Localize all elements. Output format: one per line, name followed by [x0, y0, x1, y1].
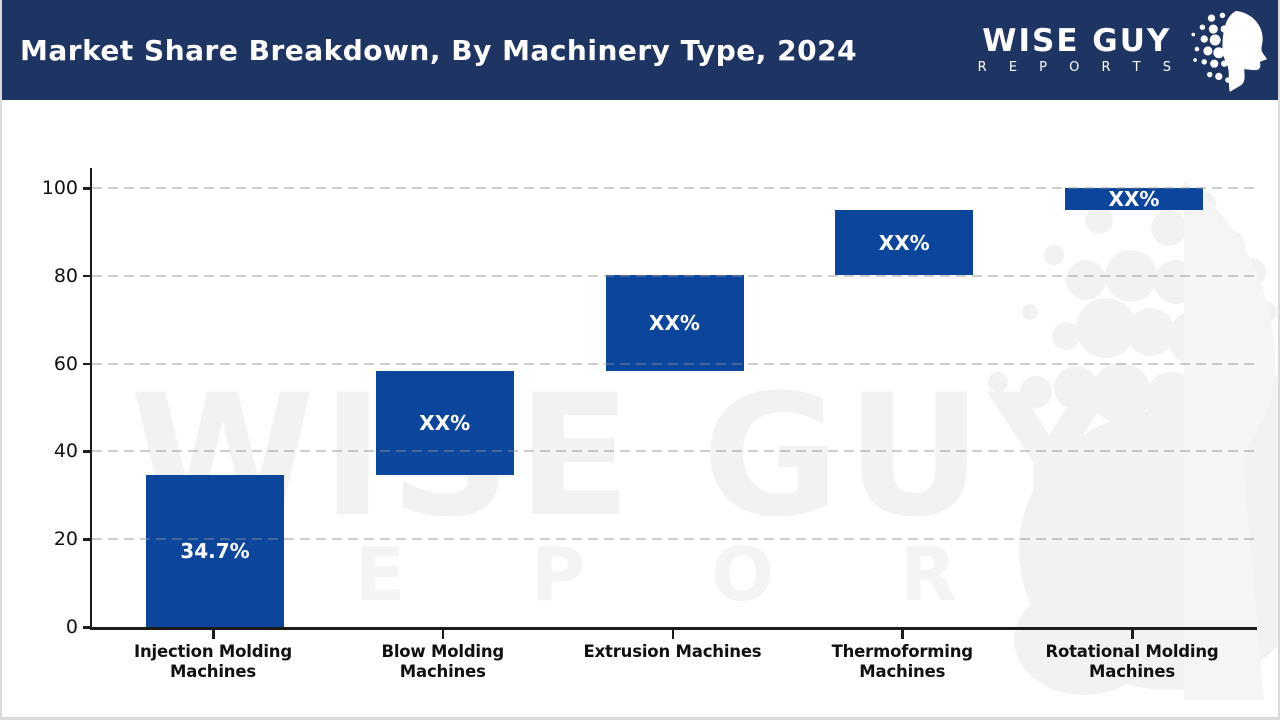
bar-segment: 34.7%	[146, 474, 284, 627]
x-category-label: Blow Molding Machines	[381, 642, 505, 681]
y-axis-tick	[83, 538, 91, 541]
x-category-label: Injection Molding Machines	[134, 642, 292, 681]
y-axis-tick	[83, 362, 91, 366]
gridline	[92, 450, 1257, 453]
gridline	[92, 187, 1257, 189]
wise-guy-reports-logo: WISE GUY R E P O R T S	[974, 6, 1278, 94]
x-axis-tick	[212, 630, 215, 639]
logo-wordmark: WISE GUY	[982, 23, 1172, 59]
watermark-wordmark: WISE GUY	[130, 358, 1117, 554]
y-axis-tick	[83, 187, 91, 190]
gridline	[92, 538, 1257, 541]
y-tick-label: 20	[53, 528, 78, 551]
bar-segment: XX%	[375, 370, 514, 475]
x-axis-tick	[1131, 630, 1134, 639]
bar-value-label: XX%	[878, 230, 930, 255]
x-axis-tick	[901, 630, 904, 639]
bar-value-label: 34.7%	[180, 538, 250, 563]
bar-segment: XX%	[1065, 188, 1203, 210]
y-tick-label: 40	[53, 440, 78, 463]
page-title: Market Share Breakdown, By Machinery Typ…	[20, 33, 858, 67]
y-axis-tick	[83, 450, 91, 453]
y-tick-label: 100	[41, 177, 78, 199]
y-axis-tick	[83, 626, 91, 629]
header-banner: Market Share Breakdown, By Machinery Typ…	[2, 0, 1278, 100]
x-axis-tick	[441, 630, 445, 639]
chart-canvas: WISE GUY R E P O R T S 34.7% XX% XX% XX% XX%…	[2, 100, 1278, 717]
logo-face-icon	[1191, 10, 1268, 92]
bar-segment: XX%	[835, 209, 974, 276]
gridline	[92, 274, 1257, 277]
watermark-face-icon	[988, 180, 1278, 700]
x-axis-tick	[671, 630, 674, 639]
plot-area: 34.7% XX% XX% XX% XX%	[90, 168, 1257, 630]
x-category-label: Thermoforming Machines	[831, 642, 974, 681]
y-axis-tick	[83, 274, 91, 278]
bar-value-label: XX%	[649, 311, 700, 335]
x-category-label: Rotational Molding Machines	[1045, 642, 1219, 681]
y-tick-label: 0	[65, 616, 78, 638]
bar-value-label: XX%	[419, 410, 471, 435]
x-category-label: Extrusion Machines	[583, 642, 762, 661]
gridline	[92, 362, 1257, 365]
bar-segment: XX%	[605, 275, 744, 371]
logo-subtitle: R E P O R T S	[977, 60, 1180, 75]
logo-text: WISE GUY R E P O R T S	[974, 23, 1180, 75]
y-tick-label: 80	[53, 264, 78, 287]
y-tick-label: 60	[53, 352, 78, 375]
bar-value-label: XX%	[1108, 186, 1160, 211]
